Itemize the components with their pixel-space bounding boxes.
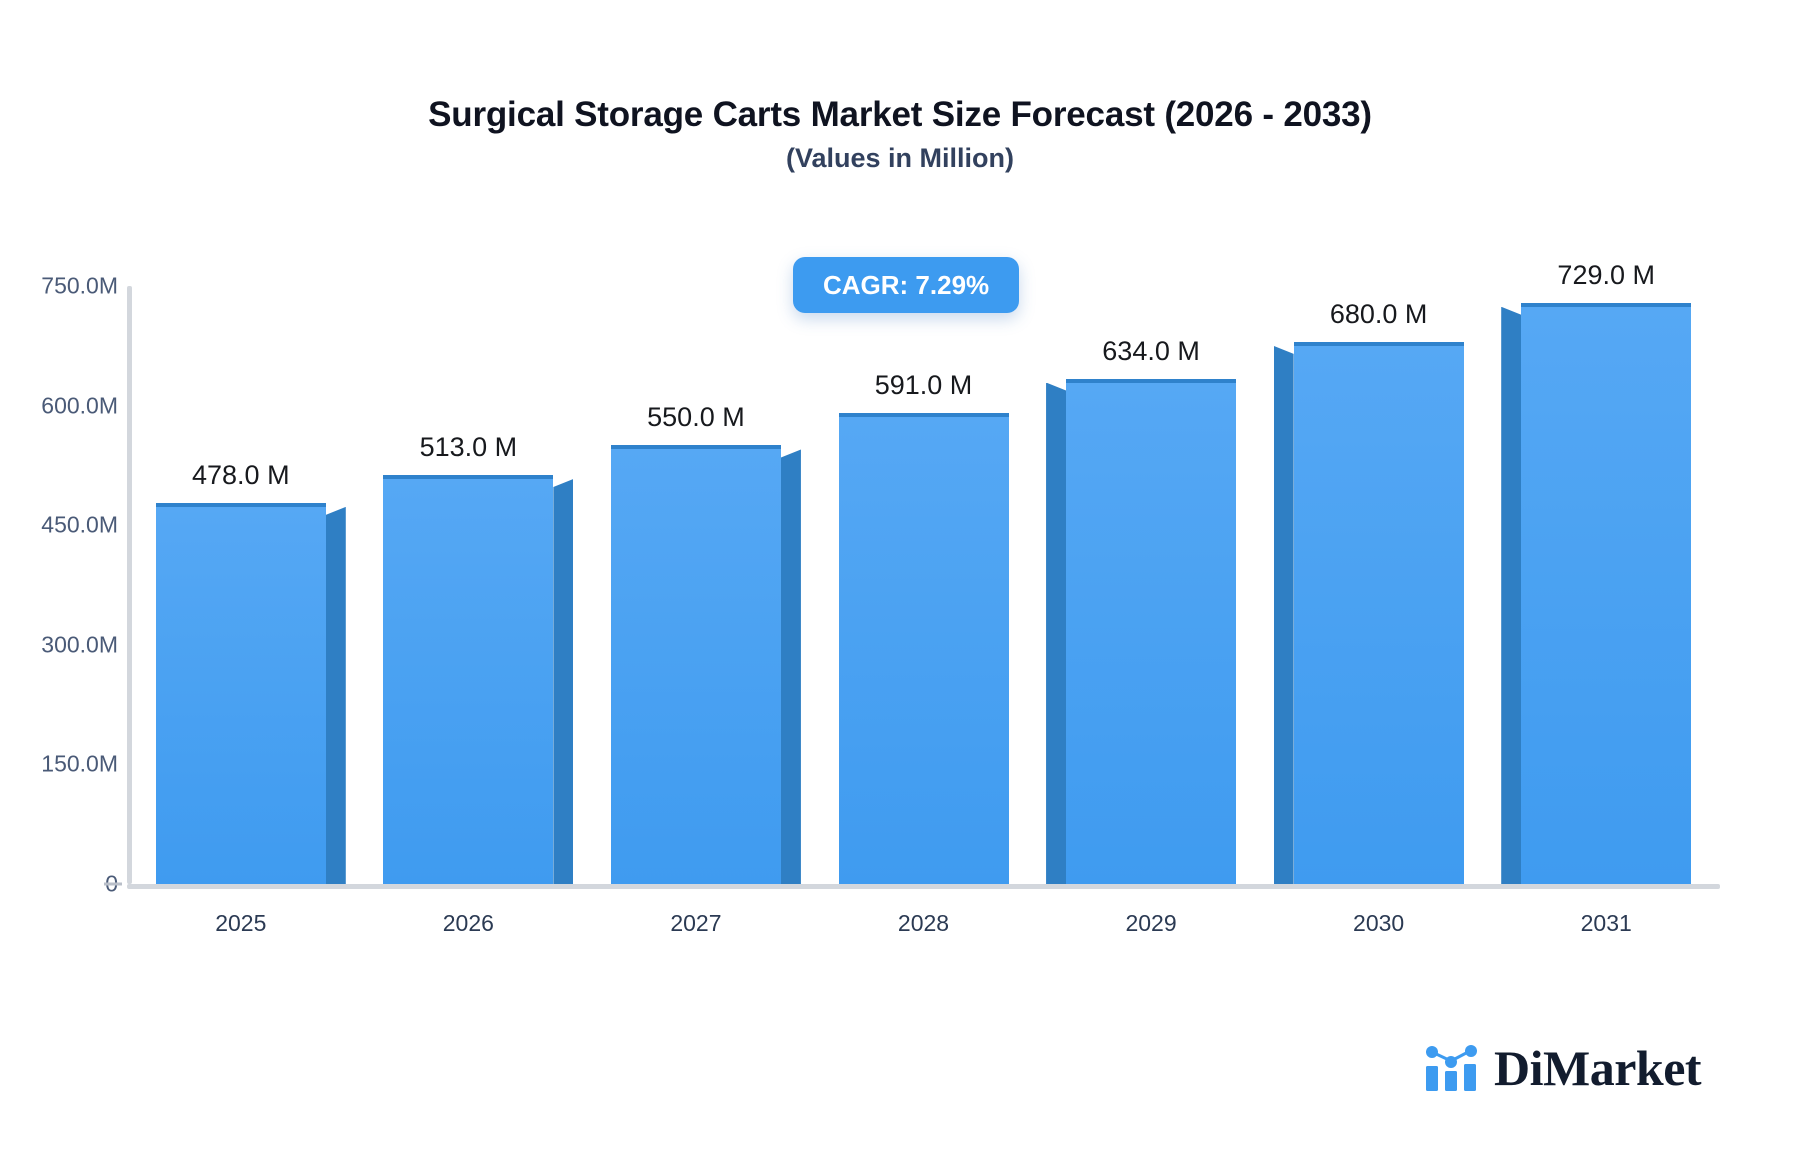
y-axis-tick-150.0M: 150.0M [41,750,118,777]
bar-value-label: 513.0 M [419,431,518,462]
bar-front-face [1293,341,1464,884]
x-axis-tick-2027: 2027 [670,910,722,936]
bar-top-edge [838,412,1009,417]
cagr-badge: CAGR: 7.29% [793,257,1020,313]
bar-2026[interactable]: 513.0 M [383,432,574,884]
bar-2031[interactable]: 729.0 M [1501,260,1692,884]
x-axis-tick-2025: 2025 [215,910,267,936]
y-axis-tick-mark [104,882,122,886]
bar-side-face [1046,382,1067,884]
y-axis-tick-300.0M: 300.0M [41,631,118,658]
bar-2025[interactable]: 478.0 M [155,460,346,884]
chart-subtitle: (Values in Million) [785,143,1015,173]
x-axis-tick-2028: 2028 [897,910,950,936]
bar-front-face [838,412,1009,884]
chart-title: Surgical Storage Carts Market Size Forec… [428,95,1372,134]
x-axis-line [127,884,1720,889]
bar-top-edge [1066,378,1237,383]
bar-top-edge [610,445,781,450]
bar-side-face [1501,306,1522,884]
bar-value-label: 550.0 M [647,402,745,433]
bar-top-edge [155,502,326,507]
y-axis-line [127,286,132,884]
bar-top-edge [1293,341,1464,346]
bar-front-face [610,445,781,884]
y-axis-tick-600.0M: 600.0M [41,392,118,419]
y-axis-tick-0: 0 [0,871,118,898]
bar-top-edge [383,474,554,479]
bar-2028[interactable]: 591.0 M [838,370,1009,884]
bar-2030[interactable]: 680.0 M [1273,299,1464,884]
bar-value-label: 634.0 M [1102,335,1200,366]
bar-side-face [1273,345,1294,884]
dimarket-logo: DiMarket [1424,1040,1702,1096]
bar-2029[interactable]: 634.0 M [1046,336,1237,884]
bar-top-edge [1521,302,1692,307]
bar-value-label: 680.0 M [1329,298,1428,329]
bar-side-face [780,449,801,884]
bar-chart-logo-icon [1426,1045,1477,1091]
bar-side-face [553,478,574,884]
bar-front-face [155,502,326,884]
bar-value-label: 591.0 M [874,369,973,400]
bar-value-label: 478.0 M [192,459,290,490]
x-axis-tick-2030: 2030 [1353,910,1405,936]
bar-side-face [325,506,346,884]
x-axis-tick-2031: 2031 [1580,910,1632,936]
bar-2027[interactable]: 550.0 M [610,402,801,884]
x-axis-tick-2026: 2026 [442,910,494,936]
logo-wordmark: DiMarket [1494,1040,1702,1096]
bar-front-face [383,474,554,884]
y-axis-tick-750.0M: 750.0M [41,272,118,299]
x-axis-tick-2029: 2029 [1125,910,1177,936]
bar-value-label: 729.0 M [1557,259,1655,290]
cagr-badge-label: CAGR: 7.29% [823,269,990,300]
plot-area: 478.0 M 513.0 M 550.0 M 591.0 M 634.0 M 680.0… [127,260,1720,889]
bar-front-face [1066,378,1237,884]
y-axis-tick-450.0M: 450.0M [41,511,118,538]
bar-front-face [1521,302,1692,884]
